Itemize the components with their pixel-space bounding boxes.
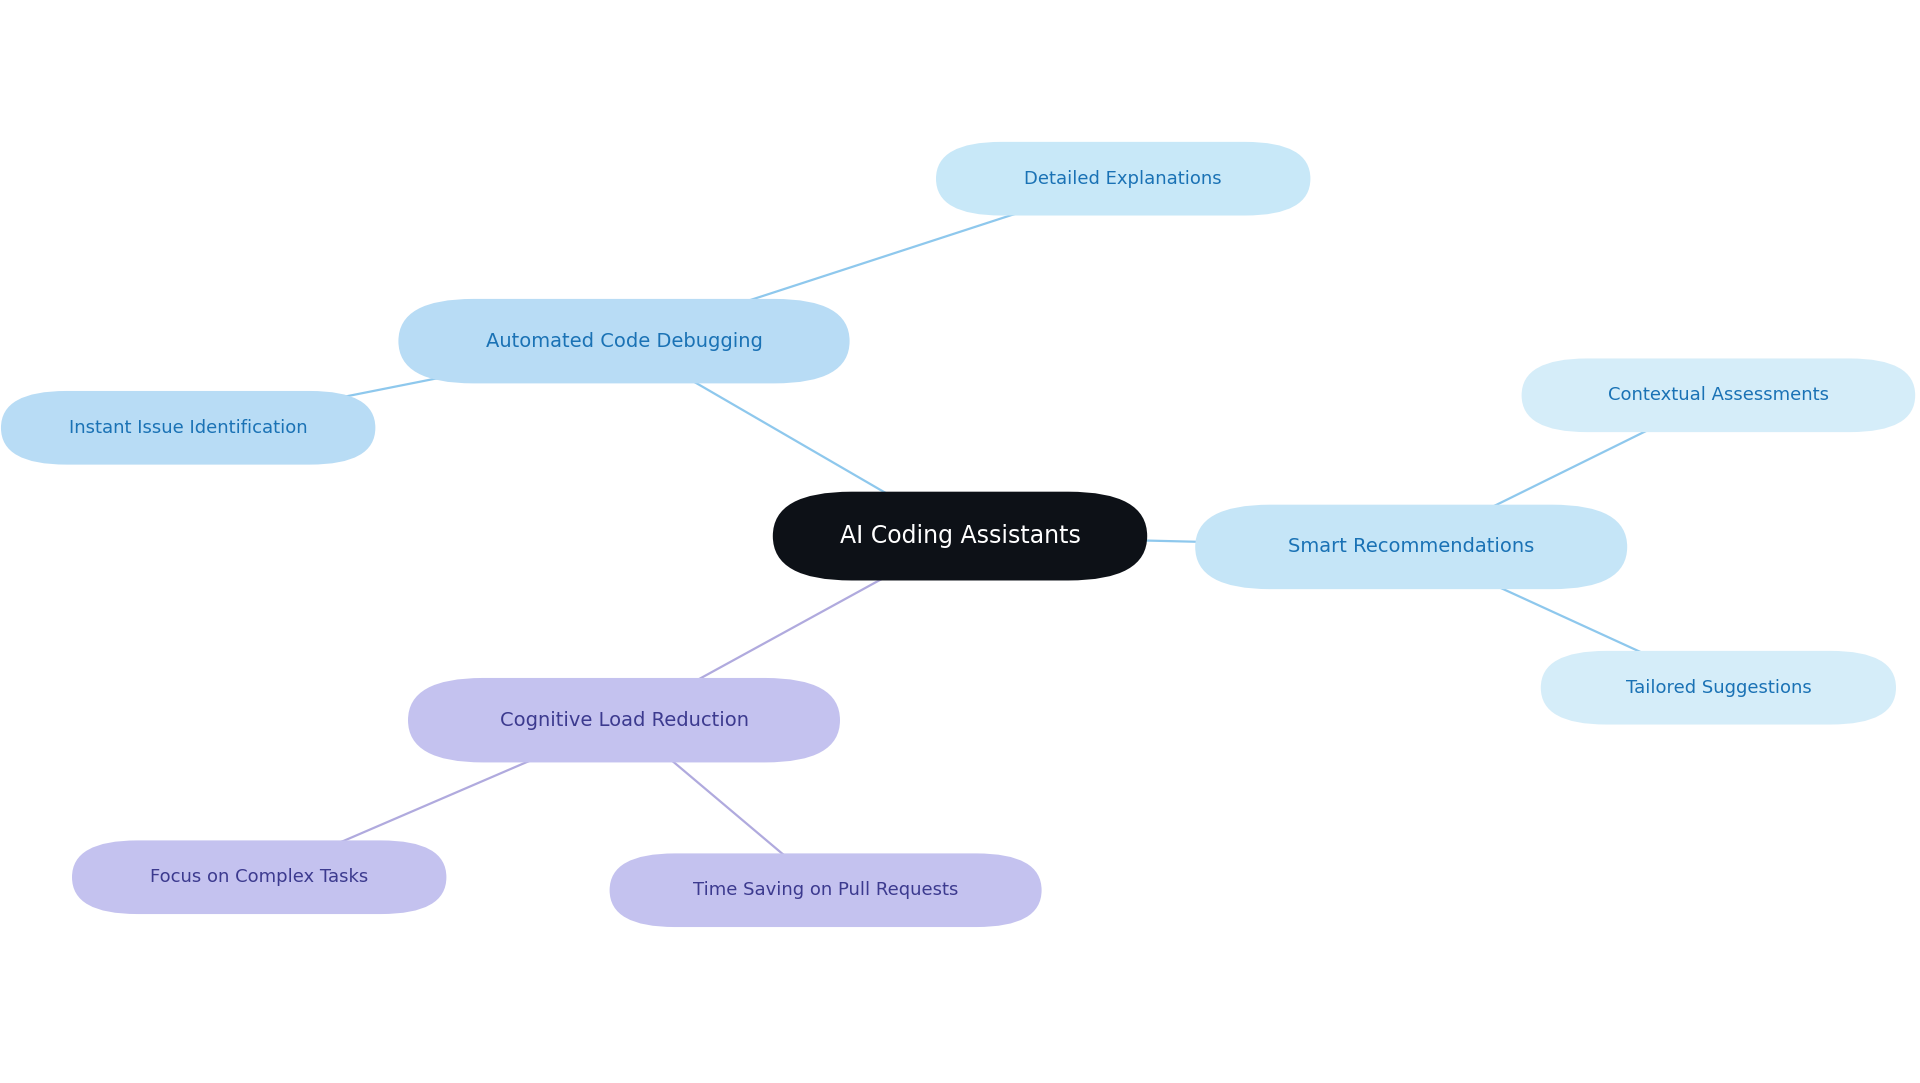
Text: Time Saving on Pull Requests: Time Saving on Pull Requests [693, 882, 958, 899]
Text: Cognitive Load Reduction: Cognitive Load Reduction [499, 710, 749, 730]
Text: Contextual Assessments: Contextual Assessments [1607, 387, 1830, 404]
Text: Smart Recommendations: Smart Recommendations [1288, 537, 1534, 557]
FancyBboxPatch shape [1521, 358, 1914, 432]
FancyBboxPatch shape [2, 391, 376, 465]
FancyBboxPatch shape [1540, 651, 1895, 725]
Text: Automated Code Debugging: Automated Code Debugging [486, 331, 762, 351]
FancyBboxPatch shape [935, 142, 1309, 216]
Text: Detailed Explanations: Detailed Explanations [1025, 170, 1221, 187]
FancyBboxPatch shape [1194, 505, 1626, 589]
Text: Instant Issue Identification: Instant Issue Identification [69, 419, 307, 436]
FancyBboxPatch shape [611, 853, 1041, 927]
FancyBboxPatch shape [772, 492, 1146, 580]
FancyBboxPatch shape [407, 678, 841, 762]
FancyBboxPatch shape [73, 840, 445, 914]
FancyBboxPatch shape [399, 299, 849, 383]
Text: Tailored Suggestions: Tailored Suggestions [1626, 679, 1811, 696]
Text: AI Coding Assistants: AI Coding Assistants [839, 524, 1081, 548]
Text: Focus on Complex Tasks: Focus on Complex Tasks [150, 869, 369, 886]
